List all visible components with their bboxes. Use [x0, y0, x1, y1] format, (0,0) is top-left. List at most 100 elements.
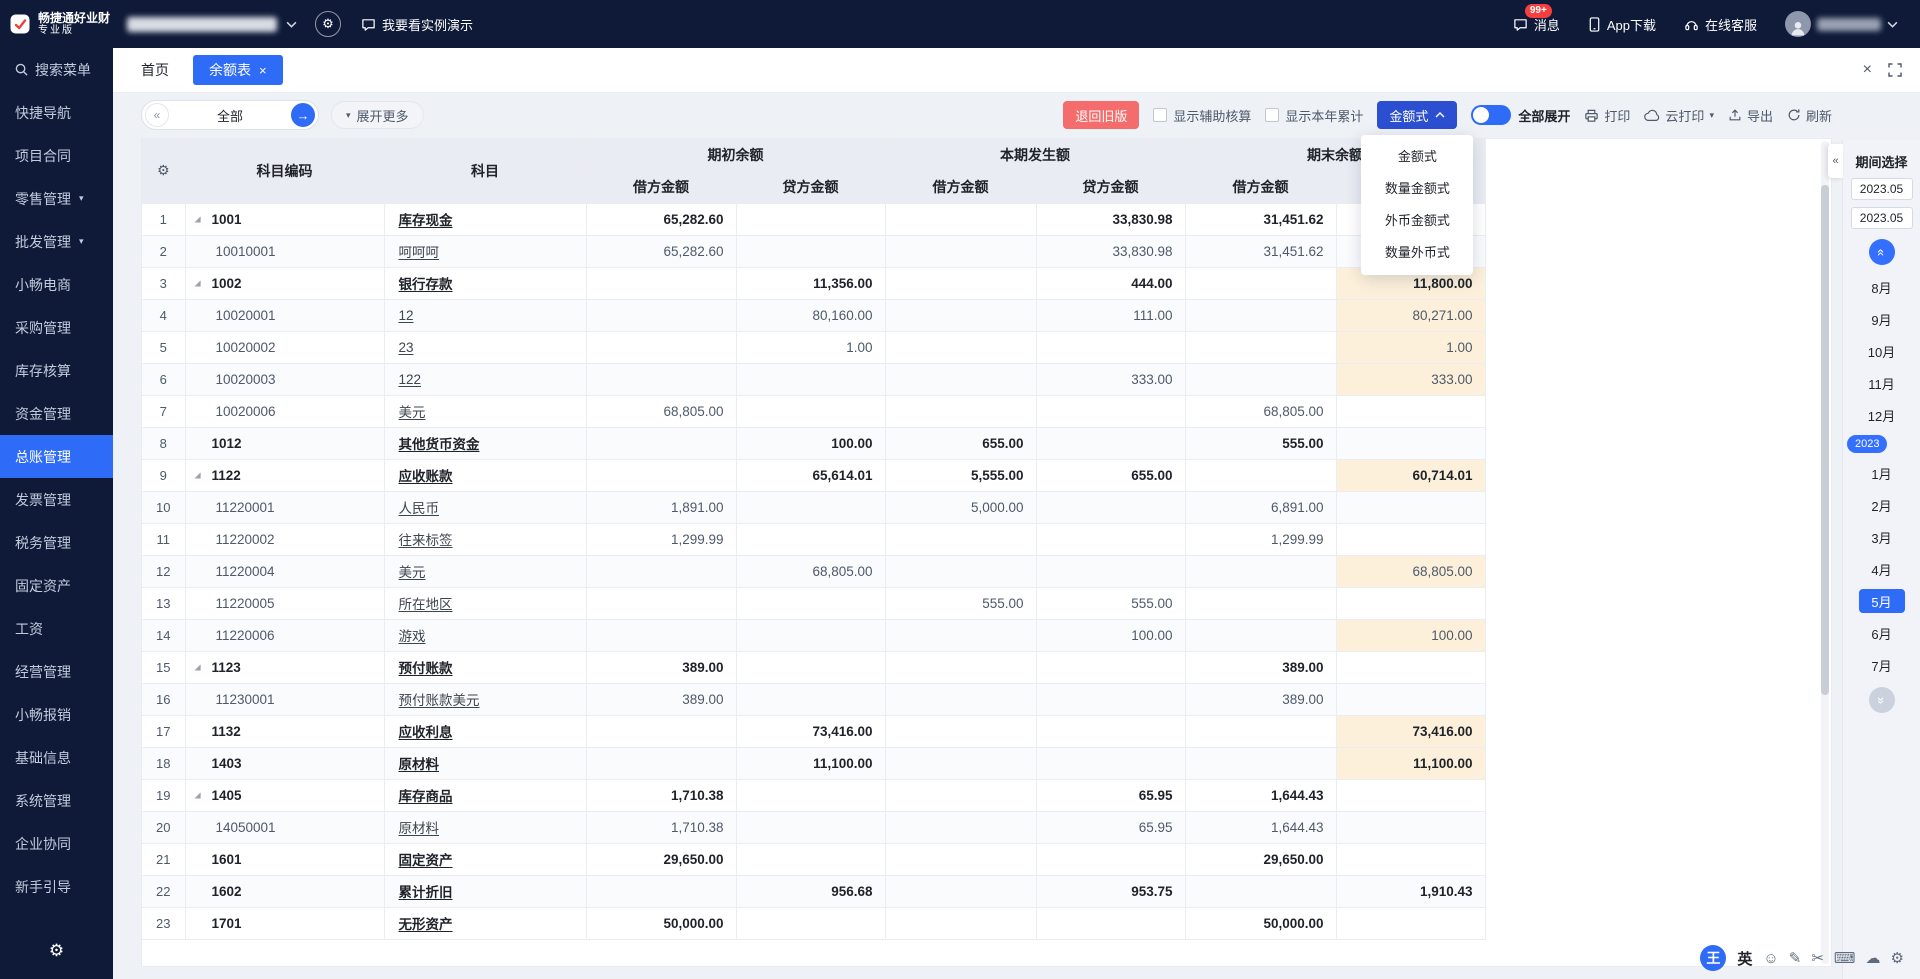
export-button[interactable]: 导出 — [1728, 106, 1773, 125]
month-1月[interactable]: 1月 — [1871, 466, 1892, 482]
account-name-link[interactable]: 原材料 — [398, 757, 440, 772]
account-name-link[interactable]: 人民币 — [398, 501, 440, 516]
sidebar-item-采购管理[interactable]: 采购管理 — [0, 306, 113, 349]
account-scope-selector[interactable]: « 全部 → — [141, 100, 319, 130]
sidebar-item-项目合同[interactable]: 项目合同 — [0, 134, 113, 177]
sidebar-item-快捷导航[interactable]: 快捷导航 — [0, 91, 113, 134]
table-row[interactable]: 4 10020001 12 80,160.00 111.00 80,271.00 — [142, 299, 1486, 332]
go-icon[interactable]: → — [290, 103, 315, 127]
tab-余额表[interactable]: 余额表 × — [193, 55, 283, 85]
close-icon[interactable]: × — [1862, 61, 1872, 78]
account-name-link[interactable]: 无形资产 — [398, 917, 453, 932]
sidebar-item-系统管理[interactable]: 系统管理 — [0, 779, 113, 822]
sidebar-item-经营管理[interactable]: 经营管理 — [0, 650, 113, 693]
vertical-scrollbar[interactable] — [1821, 141, 1829, 964]
app-download-button[interactable]: App下载 — [1588, 15, 1656, 34]
toggle-switch[interactable] — [1471, 105, 1512, 125]
account-name-link[interactable]: 所在地区 — [398, 597, 453, 612]
scrollbar-thumb[interactable] — [1821, 185, 1829, 696]
tab-close-icon[interactable]: × — [259, 62, 267, 78]
month-12月[interactable]: 12月 — [1867, 408, 1896, 424]
ime-language-indicator[interactable]: 英 — [1737, 950, 1753, 968]
table-row[interactable]: 1 ◢ 1001 库存现金 65,282.60 33,830.98 31,451… — [142, 203, 1486, 236]
month-6月[interactable]: 6月 — [1871, 626, 1892, 642]
table-row[interactable]: 15 ◢ 1123 预付账款 389.00 389.00 — [142, 651, 1486, 684]
show-auxiliary-checkbox[interactable]: 显示辅助核算 — [1153, 106, 1251, 125]
sidebar-item-基础信息[interactable]: 基础信息 — [0, 736, 113, 779]
table-row[interactable]: 12 11220004 美元 68,805.00 68,805.00 — [142, 555, 1486, 588]
sidebar-item-库存核算[interactable]: 库存核算 — [0, 349, 113, 392]
table-row[interactable]: 2 10010001 呵呵呵 65,282.60 33,830.98 31,45… — [142, 235, 1486, 268]
table-row[interactable]: 5 10020002 23 1.00 1.00 — [142, 331, 1486, 364]
back-to-old-version-button[interactable]: 退回旧版 — [1063, 101, 1140, 129]
table-row[interactable]: 13 11220005 所在地区 555.00 555.00 — [142, 587, 1486, 620]
sidebar-item-企业协同[interactable]: 企业协同 — [0, 822, 113, 865]
account-name-link[interactable]: 美元 — [398, 405, 426, 420]
scroll-months-up-button[interactable]: « — [1868, 239, 1895, 265]
sidebar-item-发票管理[interactable]: 发票管理 — [0, 478, 113, 521]
sidebar-item-固定资产[interactable]: 固定资产 — [0, 564, 113, 607]
table-row[interactable]: 23 1701 无形资产 50,000.00 50,000.00 — [142, 907, 1486, 940]
table-row[interactable]: 14 11220006 游戏 100.00 100.00 — [142, 619, 1486, 652]
account-name-link[interactable]: 呵呵呵 — [398, 245, 440, 260]
ime-logo-icon[interactable]: 王 — [1700, 945, 1727, 971]
sidebar-item-零售管理[interactable]: 零售管理 ▾ — [0, 177, 113, 220]
pen-icon[interactable]: ✎ — [1788, 950, 1802, 967]
user-menu[interactable] — [1785, 11, 1898, 37]
table-row[interactable]: 10 11220001 人民币 1,891.00 5,000.00 6,891.… — [142, 491, 1486, 524]
expand-icon[interactable]: ◢ — [194, 790, 201, 800]
checkbox-icon[interactable] — [1153, 108, 1168, 122]
expand-icon[interactable]: ◢ — [194, 214, 201, 224]
table-row[interactable]: 8 1012 其他货币资金 100.00 655.00 555.00 — [142, 427, 1486, 460]
expand-icon[interactable]: ◢ — [194, 278, 201, 288]
month-11月[interactable]: 11月 — [1868, 376, 1895, 392]
account-name-link[interactable]: 应收利息 — [398, 725, 453, 740]
expand-icon[interactable]: ◢ — [194, 470, 201, 480]
table-row[interactable]: 11 11220002 往来标签 1,299.99 1,299.99 — [142, 523, 1486, 556]
account-name-link[interactable]: 23 — [398, 339, 414, 355]
show-ytd-checkbox[interactable]: 显示本年累计 — [1265, 106, 1363, 125]
emoji-icon[interactable]: ☺ — [1763, 949, 1779, 967]
expand-icon[interactable]: ◢ — [194, 662, 201, 672]
table-row[interactable]: 9 ◢ 1122 应收账款 65,614.01 5,555.00 655.00 … — [142, 459, 1486, 492]
account-name-link[interactable]: 预付账款美元 — [398, 693, 480, 708]
checkbox-icon[interactable] — [1265, 108, 1280, 122]
account-name-link[interactable]: 其他货币资金 — [398, 437, 480, 452]
scissors-icon[interactable]: ✂ — [1811, 950, 1824, 967]
month-2月[interactable]: 2月 — [1871, 498, 1892, 514]
account-name-link[interactable]: 银行存款 — [398, 277, 453, 292]
table-row[interactable]: 18 1403 原材料 11,100.00 11,100.00 — [142, 747, 1486, 780]
sidebar-item-税务管理[interactable]: 税务管理 — [0, 521, 113, 564]
format-option-数量外币式[interactable]: 数量外币式 — [1384, 245, 1450, 260]
sidebar-settings-button[interactable]: ⚙ — [0, 927, 113, 979]
month-7月[interactable]: 7月 — [1871, 658, 1892, 674]
sidebar-item-新手引导[interactable]: 新手引导 — [0, 865, 113, 908]
period-to-selector[interactable]: 2023.05 — [1850, 207, 1913, 229]
month-3月[interactable]: 3月 — [1871, 530, 1892, 546]
refresh-button[interactable]: 刷新 — [1787, 106, 1832, 125]
month-8月[interactable]: 8月 — [1871, 280, 1892, 296]
panel-collapse-handle[interactable]: « — [1828, 144, 1843, 178]
sidebar-item-资金管理[interactable]: 资金管理 — [0, 392, 113, 435]
account-name-link[interactable]: 122 — [398, 371, 422, 387]
sidebar-item-小畅报销[interactable]: 小畅报销 — [0, 693, 113, 736]
prev-icon[interactable]: « — [145, 103, 169, 127]
table-row[interactable]: 20 14050001 原材料 1,710.38 65.95 1,644.43 — [142, 811, 1486, 844]
table-row[interactable]: 6 10020003 122 333.00 333.00 — [142, 363, 1486, 396]
fullscreen-icon[interactable] — [1888, 63, 1902, 77]
account-name-link[interactable]: 应收账款 — [398, 469, 453, 484]
sidebar-item-搜索菜单[interactable]: 搜索菜单 — [0, 48, 113, 91]
table-row[interactable]: 22 1602 累计折旧 956.68 953.75 1,910.43 — [142, 875, 1486, 908]
settings-icon[interactable]: ⚙ — [1890, 950, 1904, 967]
account-name-link[interactable]: 固定资产 — [398, 853, 453, 868]
settings-gear-button[interactable]: ⚙ — [315, 11, 341, 37]
tab-首页[interactable]: 首页 — [125, 55, 185, 85]
period-from-selector[interactable]: 2023.05 — [1850, 178, 1913, 200]
expand-more-button[interactable]: ▾ 展开更多 — [331, 101, 424, 129]
scroll-months-down-button[interactable]: » — [1868, 687, 1895, 713]
format-option-外币金额式[interactable]: 外币金额式 — [1384, 213, 1450, 228]
messages-button[interactable]: 消息 99+ — [1513, 3, 1560, 34]
table-row[interactable]: 19 ◢ 1405 库存商品 1,710.38 65.95 1,644.43 — [142, 779, 1486, 812]
account-name-link[interactable]: 预付账款 — [398, 661, 453, 676]
format-option-数量金额式[interactable]: 数量金额式 — [1384, 181, 1450, 196]
